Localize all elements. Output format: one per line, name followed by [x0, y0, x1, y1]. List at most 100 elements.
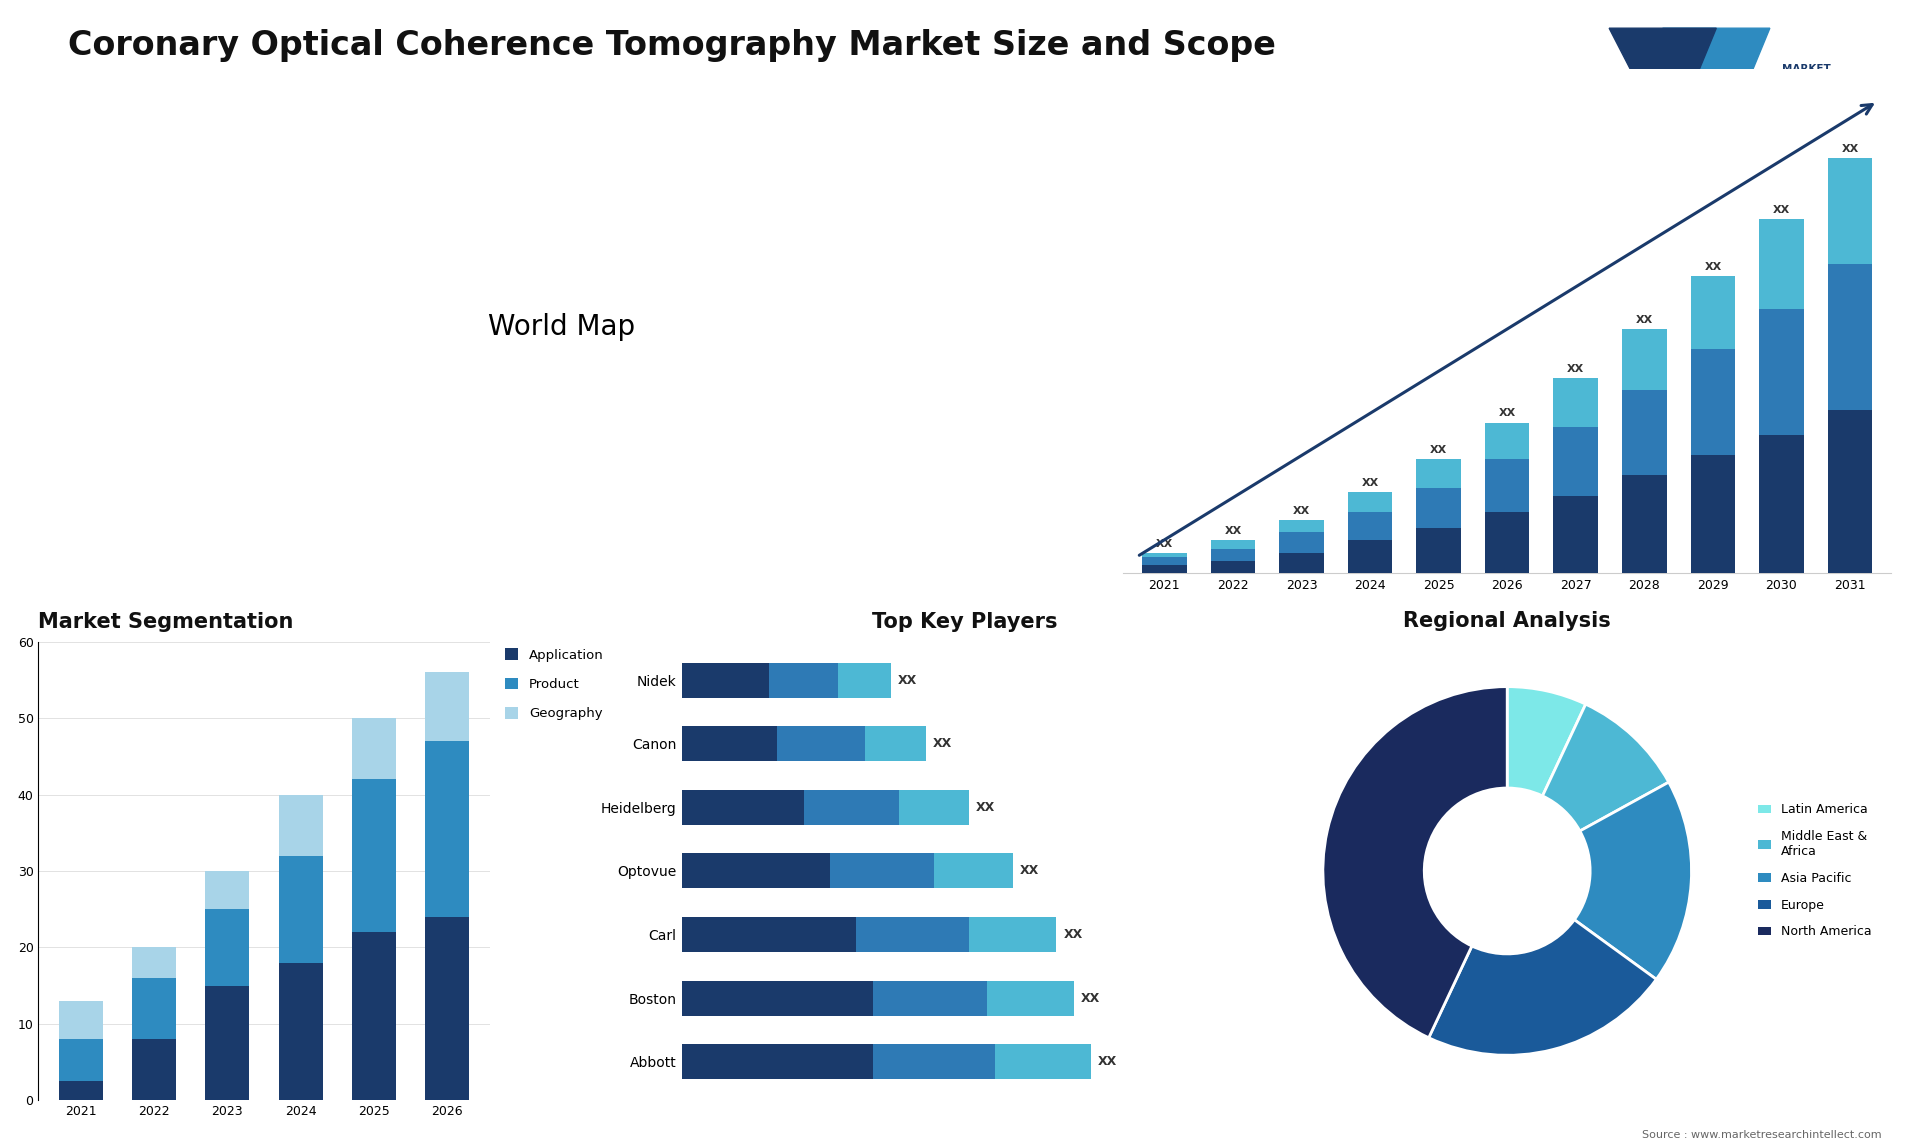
Bar — [1692, 455, 1736, 573]
Bar — [987, 981, 1073, 1015]
Bar — [1692, 276, 1736, 350]
Bar — [1212, 560, 1256, 573]
Text: XX: XX — [1841, 144, 1859, 155]
Bar — [1212, 541, 1256, 549]
Text: XX: XX — [1081, 991, 1100, 1005]
Text: XX: XX — [933, 737, 952, 751]
Bar — [970, 917, 1056, 952]
Bar — [682, 1044, 874, 1080]
Bar — [60, 1081, 104, 1100]
Bar — [682, 981, 874, 1015]
Bar — [804, 790, 899, 825]
Bar — [424, 741, 468, 917]
Bar — [132, 948, 177, 978]
Wedge shape — [1323, 686, 1507, 1038]
Bar — [1484, 512, 1530, 573]
Text: XX: XX — [1064, 928, 1083, 941]
Polygon shape — [1663, 29, 1770, 143]
Bar — [1759, 434, 1803, 573]
Text: XX: XX — [1098, 1055, 1117, 1068]
Bar — [1142, 552, 1187, 557]
Text: XX: XX — [1772, 205, 1789, 215]
Text: XX: XX — [1292, 507, 1309, 516]
Text: XX: XX — [899, 674, 918, 686]
Bar — [424, 673, 468, 741]
Bar — [1553, 426, 1597, 496]
Text: XX: XX — [1705, 262, 1722, 272]
Bar — [682, 917, 856, 952]
Bar — [1348, 492, 1392, 512]
Text: XX: XX — [1156, 539, 1173, 549]
Bar — [278, 963, 323, 1100]
Bar — [682, 727, 778, 761]
Bar — [1142, 565, 1187, 573]
Bar — [682, 854, 829, 888]
Bar — [839, 662, 891, 698]
Text: World Map: World Map — [488, 313, 636, 340]
Text: XX: XX — [1500, 408, 1515, 418]
Bar — [1279, 552, 1323, 573]
Wedge shape — [1574, 783, 1692, 980]
Text: XX: XX — [1020, 864, 1039, 878]
Bar — [864, 727, 925, 761]
Bar — [132, 1039, 177, 1100]
Bar — [1828, 158, 1872, 264]
Bar — [1622, 390, 1667, 476]
Text: Market Segmentation: Market Segmentation — [38, 612, 294, 631]
Bar — [1484, 460, 1530, 512]
Bar — [1622, 476, 1667, 573]
Bar — [351, 779, 396, 932]
Bar — [829, 854, 935, 888]
Text: XX: XX — [1225, 526, 1242, 536]
Bar — [1212, 549, 1256, 560]
Text: Source : www.marketresearchintellect.com: Source : www.marketresearchintellect.com — [1642, 1130, 1882, 1140]
Legend: Application, Product, Geography: Application, Product, Geography — [505, 649, 603, 721]
Title: Regional Analysis: Regional Analysis — [1404, 611, 1611, 630]
Bar — [874, 981, 987, 1015]
Bar — [768, 662, 839, 698]
Text: MARKET
RESEARCH
INTELLECT: MARKET RESEARCH INTELLECT — [1782, 64, 1843, 102]
Bar — [1828, 410, 1872, 573]
Bar — [1553, 496, 1597, 573]
Text: XX: XX — [1567, 363, 1584, 374]
Bar — [351, 932, 396, 1100]
Bar — [1484, 423, 1530, 460]
Text: XX: XX — [1636, 315, 1653, 325]
Bar — [856, 917, 970, 952]
Wedge shape — [1542, 704, 1668, 831]
Bar — [424, 917, 468, 1100]
Bar — [351, 719, 396, 779]
Bar — [1759, 219, 1803, 308]
Text: XX: XX — [975, 801, 995, 814]
Bar — [1279, 533, 1323, 552]
Wedge shape — [1428, 920, 1657, 1055]
Bar — [1142, 557, 1187, 565]
Bar — [1348, 541, 1392, 573]
Bar — [60, 1039, 104, 1081]
Bar — [995, 1044, 1091, 1080]
Bar — [935, 854, 1012, 888]
Bar — [1622, 329, 1667, 390]
Text: Coronary Optical Coherence Tomography Market Size and Scope: Coronary Optical Coherence Tomography Ma… — [67, 29, 1277, 62]
Bar — [682, 790, 804, 825]
Bar — [1759, 308, 1803, 434]
Title: Top Key Players: Top Key Players — [872, 612, 1058, 631]
Bar — [132, 978, 177, 1039]
Bar — [60, 1000, 104, 1039]
Bar — [278, 856, 323, 963]
Bar — [1828, 264, 1872, 410]
Bar — [205, 871, 250, 909]
Bar — [1279, 520, 1323, 533]
Text: XX: XX — [1430, 445, 1448, 455]
Bar — [205, 986, 250, 1100]
Bar — [1417, 487, 1461, 528]
Bar — [1553, 378, 1597, 426]
Polygon shape — [1609, 29, 1716, 143]
Wedge shape — [1507, 686, 1586, 796]
Bar — [899, 790, 970, 825]
Bar — [1417, 460, 1461, 487]
Bar — [1348, 512, 1392, 541]
Bar — [1417, 528, 1461, 573]
Bar — [1692, 350, 1736, 455]
Bar — [205, 909, 250, 986]
